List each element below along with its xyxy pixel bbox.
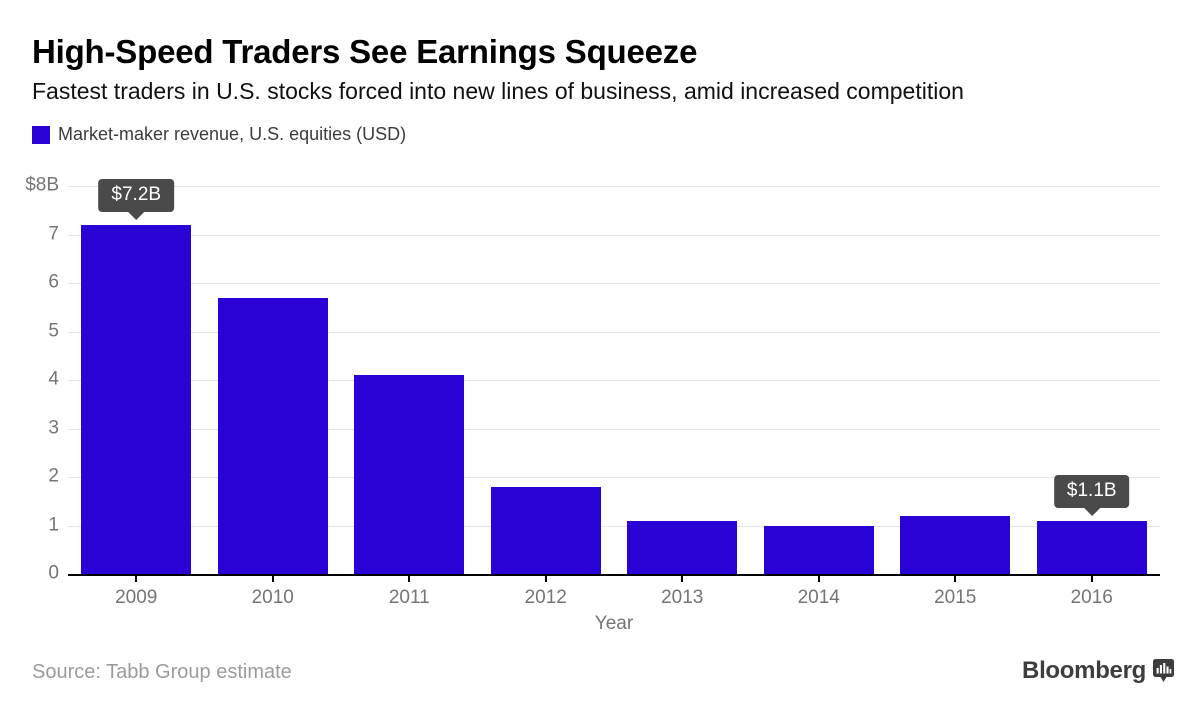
y-tick-label-4: 4 — [48, 368, 59, 390]
bar-2013 — [627, 520, 738, 574]
value-callout-2016: $1.1B — [1053, 474, 1130, 516]
bar-2012 — [490, 486, 601, 574]
x-tick-2010 — [271, 576, 274, 582]
x-tick-label-2012: 2012 — [524, 587, 567, 608]
gridline-4 — [68, 380, 1160, 381]
bar-chart-plot-area: 0 1 2 3 4 5 6 7 $8B 2009 2010 2011 2012 2013 2014 2015 2… — [25, 175, 1160, 608]
value-callout-2009: $7.2B — [98, 178, 175, 220]
x-tick-label-2010: 2010 — [251, 587, 294, 608]
legend-swatch-icon — [32, 125, 50, 144]
y-tick-label-5: 5 — [48, 320, 59, 342]
x-tick-2013 — [681, 576, 684, 582]
gridline-7 — [68, 234, 1160, 236]
x-tick-2011 — [408, 576, 411, 582]
x-tick-2009 — [135, 576, 138, 582]
x-tick-2016 — [1090, 576, 1093, 582]
legend: Market-maker revenue, U.S. equities (USD… — [32, 124, 406, 145]
bar-2009 — [81, 224, 192, 574]
y-tick-label-3: 3 — [48, 417, 59, 439]
gridline-3 — [68, 428, 1160, 430]
y-tick-label-2: 2 — [48, 465, 59, 487]
x-tick-label-2011: 2011 — [388, 587, 430, 608]
bloomberg-terminal-icon — [1153, 659, 1174, 682]
y-tick-label-1: 1 — [48, 514, 59, 536]
gridline-1 — [68, 525, 1160, 527]
bar-2011 — [354, 375, 465, 574]
legend-label: Market-maker revenue, U.S. equities (USD… — [58, 124, 407, 144]
x-tick-label-2014: 2014 — [797, 587, 840, 608]
bar-2014 — [763, 525, 874, 574]
bloomberg-wordmark: Bloomberg — [1022, 657, 1146, 684]
gridline-2 — [68, 477, 1160, 478]
x-axis-title: Year — [594, 613, 634, 634]
y-tick-label-0: 0 — [48, 562, 59, 584]
bar-2016 — [1036, 520, 1147, 574]
page-title: High-Speed Traders See Earnings Squeeze — [32, 33, 698, 70]
x-tick-2014 — [817, 576, 820, 582]
gridline-6 — [68, 283, 1160, 284]
x-tick-label-2016: 2016 — [1070, 587, 1113, 608]
y-tick-label-8: $8B — [25, 174, 59, 196]
x-tick-2012 — [544, 576, 547, 582]
gridline-5 — [68, 331, 1160, 333]
x-tick-label-2009: 2009 — [115, 587, 158, 608]
x-tick-2015 — [954, 576, 957, 582]
source-note: Source: Tabb Group estimate — [32, 661, 292, 683]
page-subtitle: Fastest traders in U.S. stocks forced in… — [32, 78, 964, 104]
y-tick-label-7: 7 — [48, 223, 59, 245]
x-tick-label-2015: 2015 — [934, 587, 977, 608]
x-tick-label-2013: 2013 — [661, 587, 704, 608]
bar-2010 — [217, 297, 328, 574]
bar-2015 — [900, 515, 1011, 574]
bloomberg-logo: Bloomberg — [1022, 657, 1174, 685]
gridline-8 — [68, 186, 1160, 187]
y-tick-label-6: 6 — [48, 271, 59, 293]
